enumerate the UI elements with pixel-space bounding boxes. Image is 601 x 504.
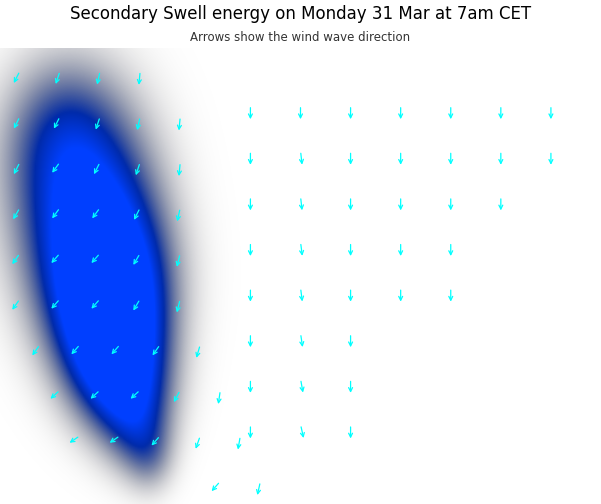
Text: Secondary Swell energy on Monday 31 Mar at 7am CET: Secondary Swell energy on Monday 31 Mar … (70, 6, 531, 23)
Text: Arrows show the wind wave direction: Arrows show the wind wave direction (191, 31, 410, 44)
